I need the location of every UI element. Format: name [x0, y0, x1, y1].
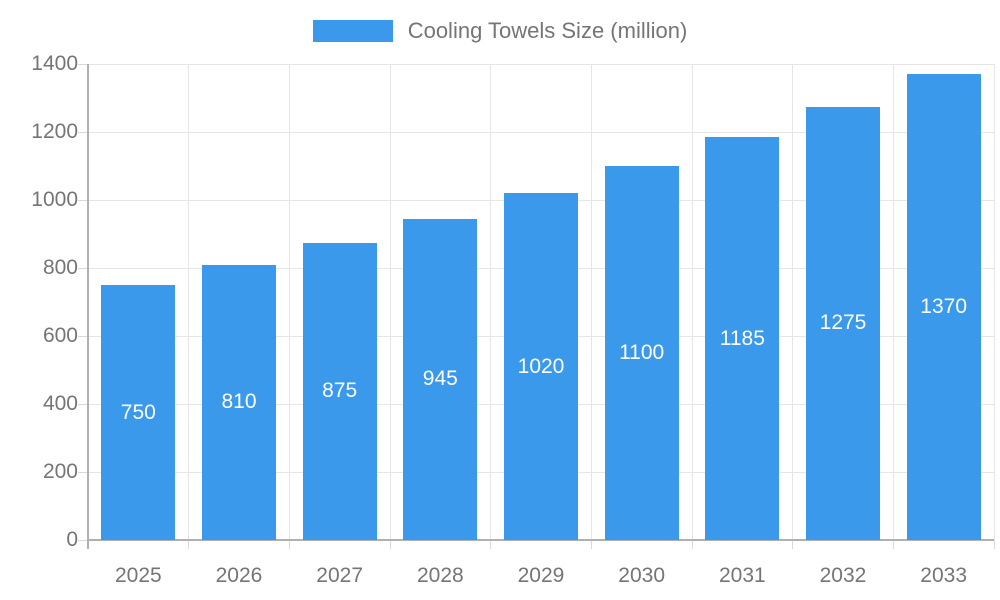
- x-axis-label: 2032: [819, 564, 867, 587]
- y-tick: [78, 335, 88, 337]
- x-axis-label: 2026: [215, 564, 263, 587]
- y-axis-label: 0: [66, 528, 78, 551]
- y-tick: [78, 403, 88, 405]
- x-axis-label: 2027: [316, 564, 364, 587]
- x-tick: [490, 540, 492, 549]
- bar[interactable]: 810: [202, 264, 276, 540]
- y-tick: [78, 199, 88, 201]
- y-tick: [78, 539, 88, 541]
- bar[interactable]: 1020: [504, 193, 578, 540]
- y-axis-label: 800: [42, 256, 78, 279]
- bar[interactable]: 1275: [806, 106, 880, 540]
- y-tick: [78, 63, 88, 65]
- y-axis-label: 400: [42, 392, 78, 415]
- x-tick: [892, 540, 894, 549]
- bar-value-label: 750: [120, 400, 156, 424]
- bar-value-label: 1100: [619, 341, 665, 364]
- y-gridline: [88, 131, 994, 133]
- y-axis-line: [87, 64, 89, 549]
- x-axis-label: 2028: [416, 564, 464, 587]
- y-tick: [78, 267, 88, 269]
- y-axis-label: 1400: [31, 52, 78, 75]
- bar[interactable]: 1370: [906, 74, 981, 540]
- x-tick: [691, 540, 693, 549]
- bar-value-label: 875: [322, 379, 358, 403]
- bar[interactable]: 1185: [705, 137, 780, 540]
- bar[interactable]: 750: [101, 285, 176, 540]
- x-tick: [288, 540, 290, 549]
- bar-value-label: 1185: [719, 326, 765, 350]
- x-gridline: [288, 64, 290, 540]
- x-gridline: [490, 64, 492, 540]
- x-gridline: [892, 64, 894, 540]
- x-axis-label: 2025: [114, 564, 162, 587]
- x-tick: [389, 540, 391, 549]
- x-axis-label: 2031: [718, 564, 766, 587]
- x-gridline: [993, 64, 995, 540]
- y-gridline: [88, 63, 994, 65]
- bar[interactable]: 945: [403, 218, 478, 540]
- legend-swatch: [312, 20, 393, 42]
- x-tick: [993, 540, 995, 549]
- x-axis-line: [88, 539, 994, 541]
- x-gridline: [590, 64, 592, 540]
- x-axis-label: 2030: [618, 564, 666, 587]
- x-tick: [590, 540, 592, 549]
- x-gridline: [792, 64, 794, 540]
- y-axis-label: 600: [42, 324, 78, 347]
- bar-value-label: 810: [221, 390, 257, 414]
- legend-label: Cooling Towels Size (million): [407, 18, 688, 43]
- y-tick: [78, 131, 88, 133]
- bar[interactable]: 875: [302, 242, 377, 540]
- x-gridline: [389, 64, 391, 540]
- x-axis-label: 2029: [517, 564, 565, 587]
- x-gridline: [188, 64, 190, 540]
- y-axis-label: 200: [42, 460, 78, 483]
- x-gridline: [691, 64, 693, 540]
- bar[interactable]: 1100: [604, 166, 679, 540]
- y-tick: [78, 471, 88, 473]
- x-tick: [792, 540, 794, 549]
- y-axis-label: 1000: [31, 188, 78, 211]
- bar-value-label: 945: [422, 367, 458, 391]
- bar-value-label: 1370: [920, 295, 968, 319]
- bar-value-label: 1275: [819, 311, 867, 335]
- legend[interactable]: Cooling Towels Size (million): [0, 19, 1000, 43]
- y-axis-label: 1200: [31, 120, 78, 143]
- x-axis-label: 2033: [920, 564, 968, 587]
- x-tick: [188, 540, 190, 549]
- bar-value-label: 1020: [517, 354, 565, 378]
